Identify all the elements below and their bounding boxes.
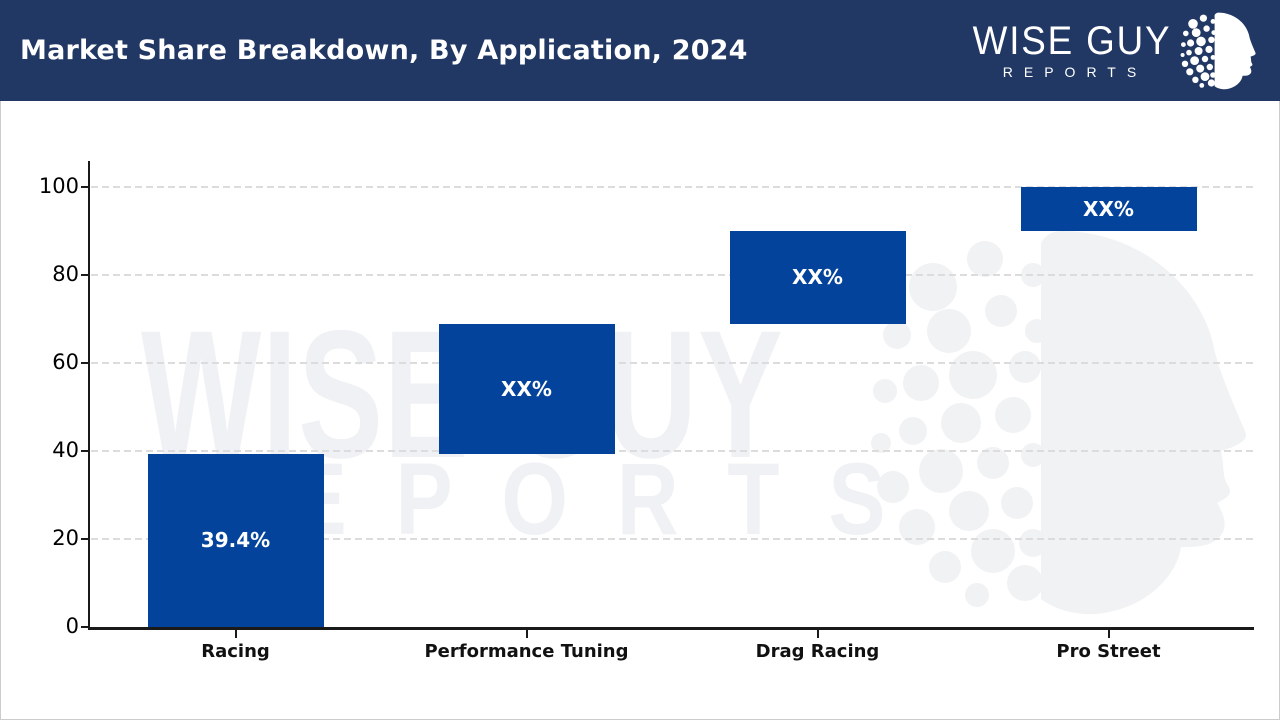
y-tick-label-100: 100 bbox=[38, 174, 79, 198]
gridline-y40 bbox=[91, 450, 1255, 452]
plot-area: 0 20 40 60 80 100 Racing 39.4% Performance Tunin… bbox=[1, 101, 1279, 719]
wise-guy-reports-logo: WISE GUY REPORTS bbox=[964, 11, 1258, 91]
bar-value-label: XX% bbox=[1083, 197, 1134, 221]
y-tick-label-40: 40 bbox=[52, 438, 79, 462]
bar-racing: 39.4% bbox=[147, 453, 324, 627]
y-tick-label-20: 20 bbox=[52, 526, 79, 550]
gridline-y60 bbox=[91, 362, 1255, 364]
y-axis-spine bbox=[88, 161, 90, 629]
x-tick-mark-1 bbox=[525, 630, 528, 638]
chart-title: Market Share Breakdown, By Application, … bbox=[20, 35, 748, 66]
logo-wordmark: WISE GUY REPORTS bbox=[964, 21, 1180, 80]
x-tick-mark-3 bbox=[1107, 630, 1110, 638]
bar-value-label: XX% bbox=[501, 376, 552, 401]
y-tick-mark-60 bbox=[81, 362, 90, 364]
x-category-label: Racing bbox=[201, 641, 270, 662]
gridline-y80 bbox=[91, 274, 1255, 276]
x-tick-mark-2 bbox=[816, 630, 819, 638]
bar-pro-street: XX% bbox=[1020, 187, 1197, 231]
y-tick-mark-80 bbox=[81, 274, 90, 276]
x-category-label: Drag Racing bbox=[755, 641, 880, 662]
bar-drag-racing: XX% bbox=[729, 231, 906, 324]
y-tick-mark-0 bbox=[81, 626, 90, 628]
x-tick-mark-0 bbox=[234, 630, 237, 638]
x-axis-spine bbox=[88, 627, 1254, 630]
x-category-label: Performance Tuning bbox=[424, 641, 629, 662]
y-tick-mark-40 bbox=[81, 450, 90, 452]
gridline-y20 bbox=[91, 538, 1255, 540]
header-bar: Market Share Breakdown, By Application, … bbox=[0, 0, 1280, 101]
y-tick-label-60: 60 bbox=[52, 350, 79, 374]
bar-performance-tuning: XX% bbox=[438, 323, 615, 454]
y-tick-label-0: 0 bbox=[65, 614, 79, 638]
gridline-y100 bbox=[91, 186, 1255, 188]
bar-value-label: 39.4% bbox=[200, 528, 271, 553]
y-tick-mark-100 bbox=[81, 186, 90, 188]
y-tick-label-80: 80 bbox=[52, 262, 79, 286]
logo-wordmark-line2: REPORTS bbox=[1002, 64, 1148, 80]
bar-value-label: XX% bbox=[792, 265, 843, 290]
x-category-label: Pro Street bbox=[1056, 641, 1161, 662]
y-tick-mark-20 bbox=[81, 538, 90, 540]
dotted-head-icon bbox=[1176, 11, 1258, 91]
plot-canvas: WISE GUY REPORTS 0 20 40 60 80 100 Racing 39.4%… bbox=[0, 101, 1280, 720]
logo-wordmark-line1: WISE GUY bbox=[972, 19, 1172, 63]
